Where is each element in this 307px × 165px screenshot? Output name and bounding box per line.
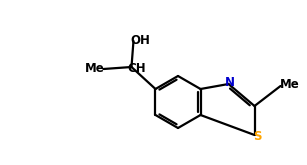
Text: Me: Me: [280, 79, 299, 92]
Text: S: S: [253, 130, 262, 143]
Text: CH: CH: [127, 62, 146, 75]
Text: Me: Me: [85, 62, 104, 75]
Text: N: N: [224, 77, 235, 89]
Text: OH: OH: [130, 33, 150, 47]
